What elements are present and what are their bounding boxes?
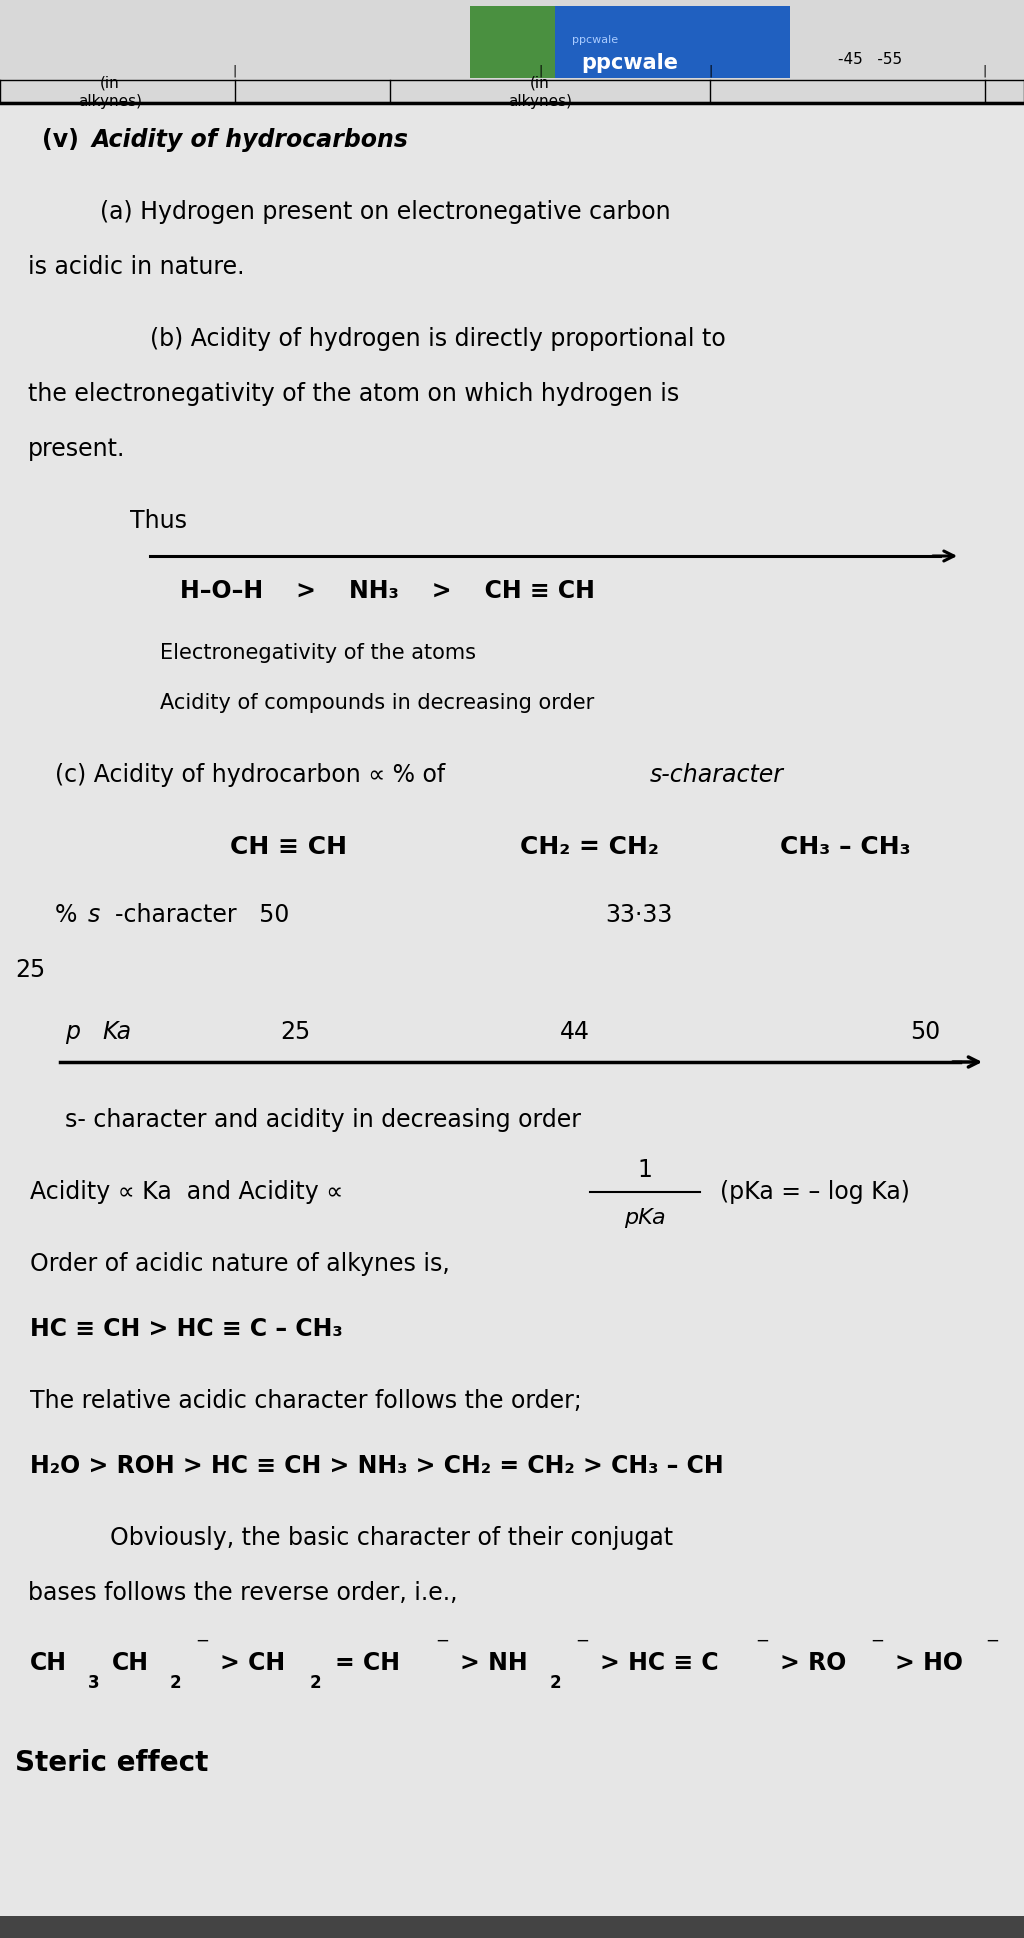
Text: (b) Acidity of hydrogen is directly proportional to: (b) Acidity of hydrogen is directly prop… [150, 328, 726, 351]
Text: (pKa = – log Ka): (pKa = – log Ka) [720, 1180, 910, 1203]
Text: the electronegativity of the atom on which hydrogen is: the electronegativity of the atom on whi… [28, 382, 679, 405]
Text: > HC ≡ C: > HC ≡ C [600, 1651, 719, 1674]
Text: |: | [232, 66, 238, 78]
Text: 25: 25 [15, 957, 45, 983]
Text: (v): (v) [42, 128, 87, 151]
Text: > NH: > NH [460, 1651, 527, 1674]
Text: Acidity of hydrocarbons: Acidity of hydrocarbons [92, 128, 409, 151]
Text: HC ≡ CH > HC ≡ C – CH₃: HC ≡ CH > HC ≡ C – CH₃ [30, 1318, 343, 1341]
Text: CH₃ – CH₃: CH₃ – CH₃ [780, 835, 910, 859]
Text: > CH: > CH [220, 1651, 285, 1674]
Text: s- character and acidity in decreasing order: s- character and acidity in decreasing o… [65, 1109, 581, 1132]
Text: ppcwale: ppcwale [572, 35, 618, 45]
Text: (c) Acidity of hydrocarbon ∝ % of: (c) Acidity of hydrocarbon ∝ % of [55, 764, 453, 787]
Text: Ka: Ka [102, 1019, 131, 1045]
Text: −: − [575, 1632, 589, 1649]
Text: (in
alkynes): (in alkynes) [508, 76, 572, 109]
Text: (a) Hydrogen present on electronegative carbon: (a) Hydrogen present on electronegative … [100, 200, 671, 225]
Text: Electronegativity of the atoms: Electronegativity of the atoms [160, 643, 476, 663]
Text: CH: CH [30, 1651, 67, 1674]
Text: 2: 2 [170, 1674, 181, 1692]
Text: 33·33: 33·33 [605, 903, 673, 926]
Text: 2: 2 [550, 1674, 561, 1692]
FancyBboxPatch shape [470, 6, 555, 78]
Text: −: − [985, 1632, 998, 1649]
Text: H₂O > ROH > HC ≡ CH > NH₃ > CH₂ = CH₂ > CH₃ – CH: H₂O > ROH > HC ≡ CH > NH₃ > CH₂ = CH₂ > … [30, 1454, 724, 1479]
Text: Obviously, the basic character of their conjugat: Obviously, the basic character of their … [110, 1525, 673, 1550]
Text: CH₂ = CH₂: CH₂ = CH₂ [520, 835, 658, 859]
Text: 25: 25 [280, 1019, 310, 1045]
Text: (in
alkynes): (in alkynes) [78, 76, 142, 109]
FancyBboxPatch shape [470, 6, 790, 78]
Text: %: % [55, 903, 85, 926]
Text: 1: 1 [638, 1159, 652, 1182]
Text: pKa: pKa [625, 1207, 666, 1229]
Text: Thus: Thus [130, 510, 187, 533]
Text: Steric effect: Steric effect [15, 1748, 208, 1777]
Text: The relative acidic character follows the order;: The relative acidic character follows th… [30, 1390, 582, 1413]
Text: s-character: s-character [650, 764, 784, 787]
Text: 3: 3 [88, 1674, 99, 1692]
Text: CH: CH [112, 1651, 150, 1674]
Text: present.: present. [28, 436, 125, 461]
Text: |: | [708, 66, 712, 78]
Text: -character   50: -character 50 [115, 903, 290, 926]
Text: bases follows the reverse order, i.e.,: bases follows the reverse order, i.e., [28, 1581, 458, 1605]
Text: p: p [65, 1019, 80, 1045]
Text: 50: 50 [910, 1019, 940, 1045]
Text: > RO: > RO [780, 1651, 847, 1674]
Text: CH ≡ CH: CH ≡ CH [230, 835, 347, 859]
Text: Acidity of compounds in decreasing order: Acidity of compounds in decreasing order [160, 694, 594, 713]
Bar [0, 0, 1024, 103]
Text: = CH: = CH [335, 1651, 400, 1674]
Text: 2: 2 [310, 1674, 322, 1692]
Text: −: − [870, 1632, 884, 1649]
Text: 44: 44 [560, 1019, 590, 1045]
Text: s: s [88, 903, 100, 926]
Text: is acidic in nature.: is acidic in nature. [28, 256, 245, 279]
Text: H–O–H    >    NH₃    >    CH ≡ CH: H–O–H > NH₃ > CH ≡ CH [180, 579, 595, 603]
Text: |: | [538, 66, 542, 78]
Text: |: | [983, 66, 987, 78]
Text: ppcwale: ppcwale [582, 52, 679, 74]
Text: −: − [435, 1632, 449, 1649]
Text: -45   -55: -45 -55 [838, 52, 902, 68]
Text: −: − [755, 1632, 769, 1649]
Text: −: − [195, 1632, 209, 1649]
Text: Order of acidic nature of alkynes is,: Order of acidic nature of alkynes is, [30, 1252, 450, 1275]
Text: Acidity ∝ Ka  and Acidity ∝: Acidity ∝ Ka and Acidity ∝ [30, 1180, 343, 1203]
Text: > HO: > HO [895, 1651, 963, 1674]
Bar [0, 1917, 1024, 1938]
